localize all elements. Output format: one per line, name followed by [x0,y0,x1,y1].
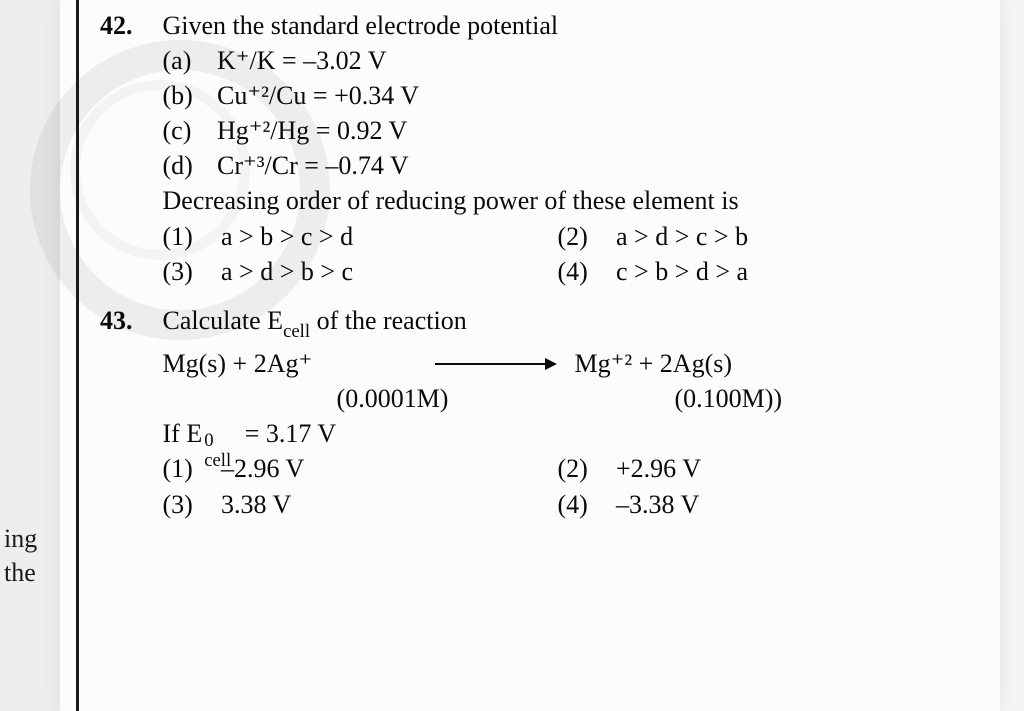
question-stem: Given the standard electrode potential [163,11,559,40]
equation-left: Mg(s) + 2Ag⁺ [163,346,423,381]
question-number: 42. [100,8,156,43]
choice-text: –3.38 V [616,490,699,519]
given-item: (d) Cr⁺³/Cr = –0.74 V [163,151,409,180]
question-stem: Calculate Ecell of the reaction [163,306,467,335]
concentration-row: (0.0001M) (0.100M)) [163,381,953,416]
item-label: (a) [163,43,211,78]
given-item: (c) Hg⁺²/Hg = 0.92 V [163,116,408,145]
choice: (2) +2.96 V [558,451,953,486]
cond-sub: cell [204,448,231,473]
choice-label: (3) [163,487,215,522]
column-rule [76,0,79,711]
choice: (3) a > d > b > c [163,254,558,289]
item-text: Hg⁺²/Hg = 0.92 V [217,116,407,145]
choice-row: (3) a > d > b > c (4) c > b > d > a [163,254,953,289]
equation-row: Mg(s) + 2Ag⁺ Mg⁺² + 2Ag(s) [163,346,953,381]
choice-text: +2.96 V [616,454,701,483]
choice: (4) –3.38 V [558,487,953,522]
choice-label: (4) [558,487,610,522]
cond-part: = 3.17 V [202,419,336,448]
choice-text: c > b > d > a [616,257,748,286]
choice-label: (2) [558,219,610,254]
conc-left: (0.0001M) [163,381,523,416]
spacer [100,289,984,303]
item-label: (d) [163,148,211,183]
choice-text: a > d > b > c [221,257,353,286]
choice-label: (4) [558,254,610,289]
question-subtext: Decreasing order of reducing power of th… [163,183,953,218]
cropped-side-text-2: the [4,558,36,588]
question-number: 43. [100,303,156,338]
choice-text: –2.96 V [221,454,304,483]
reaction-arrow-icon [435,363,555,365]
equation-right: Mg⁺² + 2Ag(s) [567,346,953,381]
choice-label: (2) [558,451,610,486]
item-text: Cu⁺²/Cu = +0.34 V [217,81,419,110]
item-text: Cr⁺³/Cr = –0.74 V [217,151,409,180]
question-42: 42. Given the standard electrode potenti… [100,8,984,289]
choice-row: (1) a > b > c > d (2) a > d > c > b [163,219,953,254]
given-item: (b) Cu⁺²/Cu = +0.34 V [163,81,420,110]
choice-label: (3) [163,254,215,289]
choice-label: (1) [163,219,215,254]
choice-row: (3) 3.38 V (4) –3.38 V [163,487,953,522]
choice: (4) c > b > d > a [558,254,953,289]
page-gutter [0,0,60,711]
choice-text: a > b > c > d [221,222,353,251]
stem-part: of the reaction [310,306,467,335]
choice-text: 3.38 V [221,490,291,519]
cropped-side-text-1: ing [4,524,37,554]
cond-part: If E [163,419,203,448]
given-item: (a) K⁺/K = –3.02 V [163,46,387,75]
question-43: 43. Calculate Ecell of the reaction Mg(s… [100,303,984,522]
choice-row: (1) –2.96 V (2) +2.96 V [163,451,953,486]
item-text: K⁺/K = –3.02 V [217,46,386,75]
question-body: Given the standard electrode potential (… [163,8,953,289]
condition-line: If E0cell = 3.17 V [163,419,337,448]
choice: (1) a > b > c > d [163,219,558,254]
item-label: (c) [163,113,211,148]
stem-sub: cell [283,321,310,342]
choice-text: a > d > c > b [616,222,748,251]
stem-part: Calculate E [163,306,284,335]
question-body: Calculate Ecell of the reaction Mg(s) + … [163,303,953,522]
question-content: 42. Given the standard electrode potenti… [100,8,984,522]
choice: (2) a > d > c > b [558,219,953,254]
choice: (3) 3.38 V [163,487,558,522]
item-label: (b) [163,78,211,113]
conc-right: (0.100M)) [667,381,953,416]
